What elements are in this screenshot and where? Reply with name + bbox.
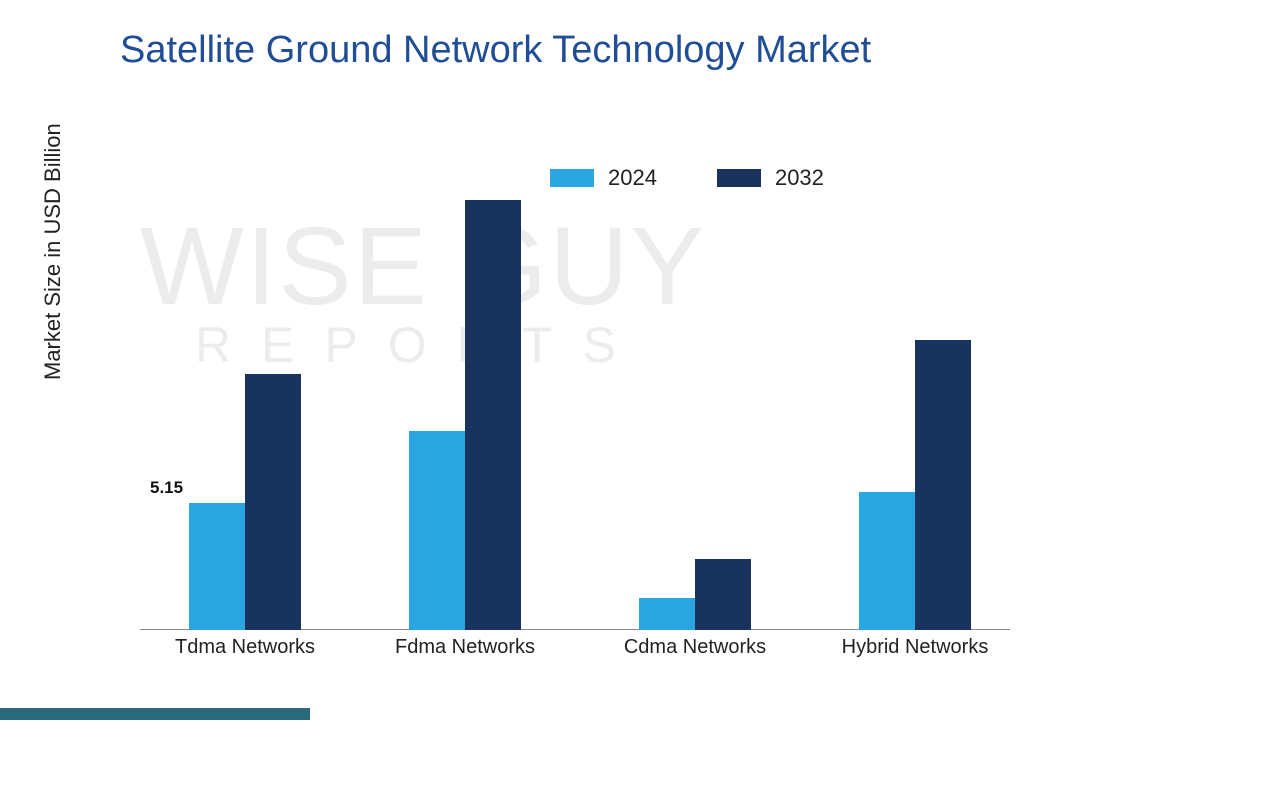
bar-group-2: [630, 559, 760, 630]
x-label-3: Hybrid Networks: [835, 636, 995, 659]
y-axis-label: Market Size in USD Billion: [40, 123, 66, 380]
brand-logo: WISE GUY REPORTS: [1102, 20, 1260, 65]
x-label-2: Cdma Networks: [615, 636, 775, 659]
legend-swatch-2032: [717, 169, 761, 187]
x-label-1: Fdma Networks: [385, 636, 545, 659]
bar-group-1: [400, 200, 530, 630]
bar-2024-fdma: [409, 431, 465, 630]
chart-title: Satellite Ground Network Technology Mark…: [120, 30, 871, 72]
legend-item-2024: 2024: [550, 165, 657, 191]
bar-2032-hybrid: [915, 340, 971, 630]
bar-2032-fdma: [465, 200, 521, 630]
legend-swatch-2024: [550, 169, 594, 187]
logo-head-icon: [1190, 20, 1270, 100]
legend-item-2032: 2032: [717, 165, 824, 191]
bottom-accent-bar: [0, 708, 310, 720]
bar-group-3: [850, 340, 980, 630]
bar-2032-cdma: [695, 559, 751, 630]
bar-group-0: [180, 374, 310, 630]
legend: 2024 2032: [550, 165, 824, 191]
bar-2032-tdma: [245, 374, 301, 630]
legend-label-2024: 2024: [608, 165, 657, 191]
bar-2024-hybrid: [859, 492, 915, 630]
bar-2024-tdma: [189, 503, 245, 630]
bar-2024-cdma: [639, 598, 695, 630]
legend-label-2032: 2032: [775, 165, 824, 191]
x-label-0: Tdma Networks: [165, 636, 325, 659]
bar-data-label: 5.15: [150, 478, 183, 498]
chart-plot-area: 5.15: [140, 200, 1010, 630]
